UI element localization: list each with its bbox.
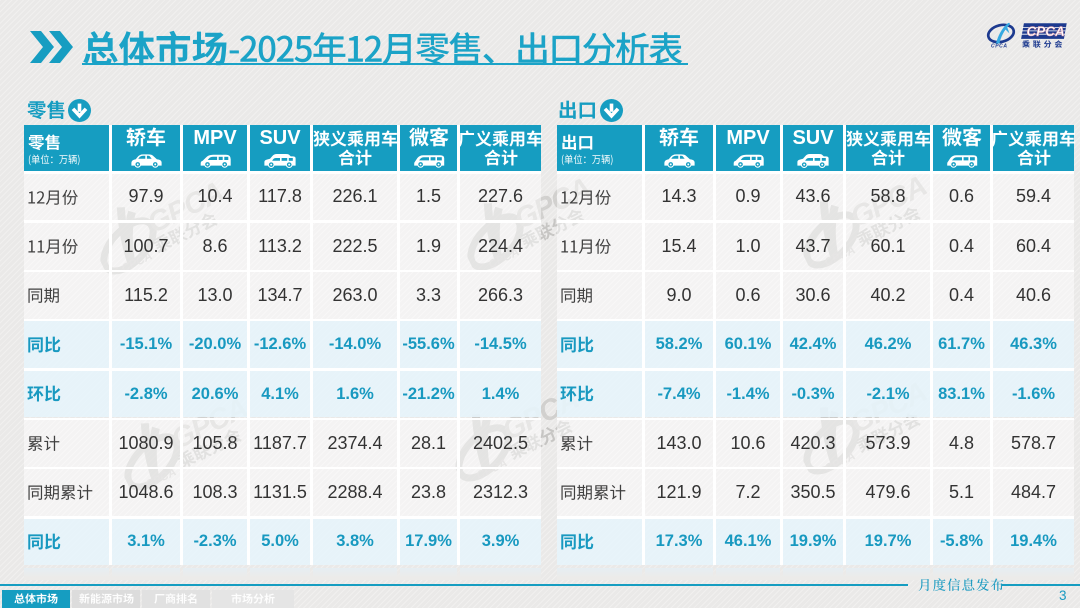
svg-text:CPCA: CPCA — [991, 44, 1008, 49]
svg-text:CPCA: CPCA — [1027, 24, 1065, 39]
